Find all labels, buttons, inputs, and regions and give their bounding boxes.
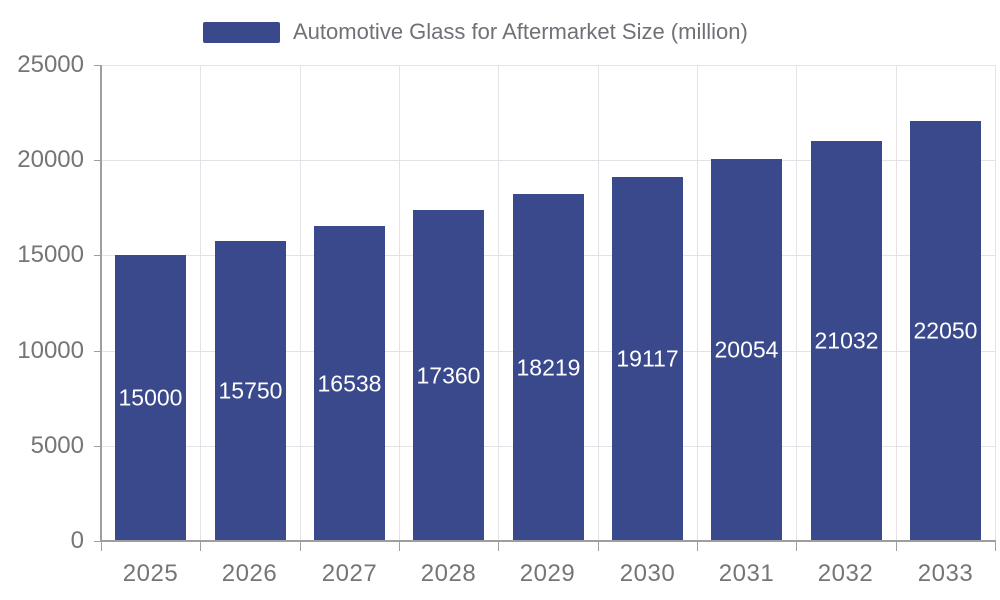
y-axis-tick-label: 10000 [17, 337, 84, 364]
bar-value-label: 17360 [416, 362, 481, 388]
bar-2030[interactable]: 19117 [612, 177, 683, 541]
y-axis-tick-label: 25000 [17, 51, 84, 78]
y-axis-tick [94, 255, 101, 256]
v-gridline [697, 65, 698, 541]
bar-value-label: 15000 [118, 384, 183, 411]
h-gridline [101, 65, 995, 66]
bar-2032[interactable]: 21032 [811, 141, 882, 541]
bar-value-label: 18219 [516, 354, 581, 380]
v-gridline [498, 65, 499, 541]
bar-value-label: 15750 [218, 377, 283, 404]
x-axis-tick [697, 541, 698, 551]
bar-value-label: 16538 [317, 370, 382, 396]
v-gridline [200, 65, 201, 541]
v-gridline [796, 65, 797, 541]
x-axis-tick-label: 2030 [619, 560, 676, 587]
x-axis-line [100, 540, 996, 542]
x-axis-tick-label: 2032 [817, 560, 874, 587]
y-axis-tick [94, 351, 101, 352]
v-gridline [399, 65, 400, 541]
x-axis-tick [200, 541, 201, 551]
x-axis-tick [896, 541, 897, 551]
x-axis-tick-label: 2033 [917, 560, 974, 587]
y-axis-tick-label: 20000 [17, 146, 84, 173]
y-axis-tick-label: 15000 [17, 241, 84, 268]
legend-item[interactable]: Automotive Glass for Aftermarket Size (m… [203, 21, 748, 43]
y-axis-tick [94, 65, 101, 66]
bar-value-label: 21032 [814, 327, 879, 354]
y-axis-tick [94, 541, 101, 542]
bar-2025[interactable]: 15000 [115, 255, 186, 541]
y-axis-tick-label: 0 [70, 527, 84, 554]
bar-value-label: 20054 [714, 336, 779, 363]
legend-label: Automotive Glass for Aftermarket Size (m… [293, 19, 748, 44]
x-axis-tick [300, 541, 301, 551]
v-gridline [896, 65, 897, 541]
x-axis-tick [498, 541, 499, 551]
legend-swatch [203, 21, 280, 43]
x-axis-tick-label: 2027 [321, 560, 378, 587]
bar-2031[interactable]: 20054 [711, 159, 782, 541]
y-axis-tick [94, 160, 101, 161]
x-axis-tick [796, 541, 797, 551]
v-gridline [300, 65, 301, 541]
bar-value-label: 22050 [913, 317, 978, 344]
x-axis-tick-label: 2029 [519, 560, 576, 587]
bar-2033[interactable]: 22050 [910, 121, 981, 541]
x-axis-tick [101, 541, 102, 551]
x-axis-tick-label: 2028 [420, 560, 477, 587]
bar-2029[interactable]: 18219 [513, 194, 584, 541]
bar-2027[interactable]: 16538 [314, 226, 385, 541]
x-axis-tick [399, 541, 400, 551]
bar-2026[interactable]: 15750 [215, 241, 286, 541]
v-gridline [995, 65, 996, 541]
y-axis-line [100, 65, 102, 542]
x-axis-tick [995, 541, 996, 551]
x-axis-tick-label: 2031 [718, 560, 775, 587]
v-gridline [598, 65, 599, 541]
y-axis-tick [94, 446, 101, 447]
bar-2028[interactable]: 17360 [413, 210, 484, 541]
y-axis-tick-label: 5000 [30, 432, 84, 459]
x-axis-tick-label: 2025 [122, 560, 179, 587]
h-gridline [101, 160, 995, 161]
x-axis-tick-label: 2026 [221, 560, 278, 587]
bar-value-label: 19117 [616, 345, 679, 372]
x-axis-tick [598, 541, 599, 551]
